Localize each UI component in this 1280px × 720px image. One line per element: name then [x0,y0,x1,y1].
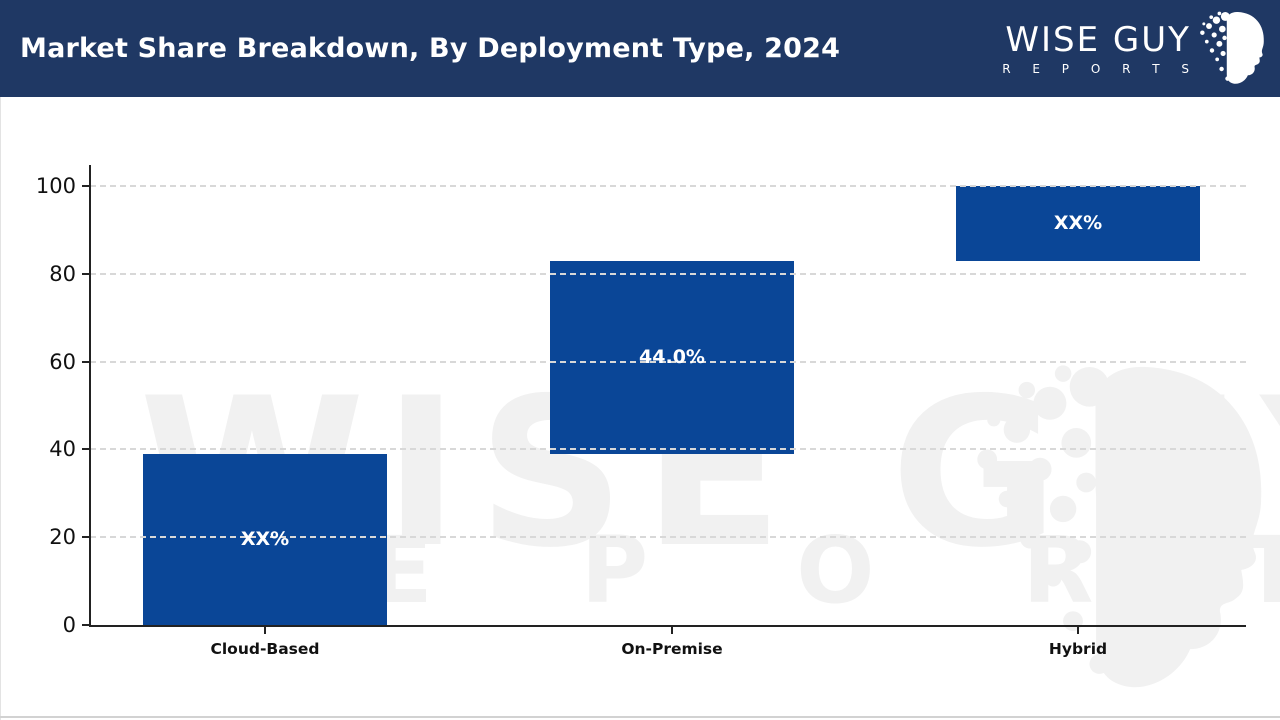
y-tick-mark [82,272,90,275]
dotted-head-icon [1200,11,1264,84]
bar-value-label: XX% [240,528,290,551]
y-tick-mark [82,536,90,539]
y-axis-line [89,165,91,627]
x-tick-mark [671,627,673,634]
y-tick-label: 80 [49,261,76,286]
gridline [90,536,1246,539]
brand-subtitle: R E P O R T S [1002,61,1198,76]
x-tick-label-on-premise: On-Premise [621,640,723,658]
x-axis-line [89,625,1246,627]
y-tick-mark [82,448,90,451]
x-tick-label-cloud-based: Cloud-Based [210,640,320,658]
bar-value-label: 44.0% [639,346,705,369]
bar-on-premise [550,260,794,454]
y-tick-label: 40 [49,437,76,462]
y-tick-mark [82,624,90,626]
y-tick-label: 100 [35,174,76,198]
x-tick-mark [1077,627,1079,634]
bar-cloud-based [143,453,387,625]
gridline [90,185,1246,187]
y-tick-mark [82,360,90,363]
x-tick-mark [264,627,266,634]
chart-canvas: WISE GUY R E P O R T S XX%44.0%XX%020406… [0,97,1280,720]
watermark-dotted-head-icon [977,365,1262,688]
gridline [90,448,1246,451]
bar-value-label: XX% [1053,212,1103,235]
gridline [90,360,1246,363]
y-tick-label: 0 [62,613,76,637]
y-tick-label: 60 [49,349,76,374]
gridline [90,272,1246,275]
brand-name: WISE GUY [1005,19,1191,60]
brand-logo: WISE GUY R E P O R T S [998,8,1266,90]
header-bar: Market Share Breakdown, By Deployment Ty… [0,0,1280,97]
y-tick-mark [82,185,90,187]
y-tick-label: 20 [49,525,76,550]
x-tick-label-hybrid: Hybrid [1048,640,1108,658]
page-title: Market Share Breakdown, By Deployment Ty… [20,33,841,64]
bar-hybrid [956,186,1200,261]
bottom-divider [0,716,1280,718]
brand-text: WISE GUY R E P O R T S [998,23,1198,75]
